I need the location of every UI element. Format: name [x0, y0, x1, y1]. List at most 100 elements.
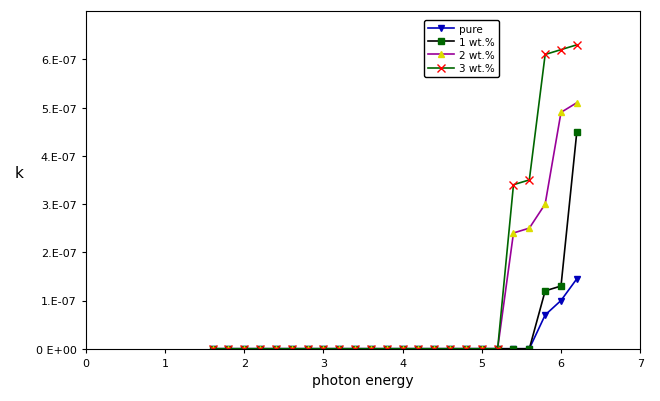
2 wt.% — [383, 346, 391, 351]
3 wt.% — [525, 178, 533, 183]
pure — [256, 346, 264, 351]
3 wt.% — [351, 346, 359, 351]
2 wt.% — [288, 346, 296, 351]
pure — [367, 346, 375, 351]
2 wt.% — [510, 231, 517, 236]
2 wt.% — [304, 346, 312, 351]
2 wt.% — [557, 111, 565, 115]
1 wt.% — [304, 346, 312, 351]
3 wt.% — [510, 183, 517, 188]
pure — [399, 346, 407, 351]
pure — [224, 346, 232, 351]
3 wt.% — [399, 346, 407, 351]
1 wt.% — [557, 284, 565, 289]
pure — [494, 346, 502, 351]
pure — [304, 346, 312, 351]
1 wt.% — [224, 346, 232, 351]
Y-axis label: k: k — [15, 166, 24, 180]
3 wt.% — [335, 346, 343, 351]
2 wt.% — [224, 346, 232, 351]
1 wt.% — [430, 346, 438, 351]
2 wt.% — [335, 346, 343, 351]
Line: 2 wt.%: 2 wt.% — [209, 100, 580, 352]
pure — [510, 346, 517, 351]
pure — [351, 346, 359, 351]
1 wt.% — [288, 346, 296, 351]
1 wt.% — [525, 346, 533, 351]
3 wt.% — [557, 48, 565, 53]
3 wt.% — [541, 53, 549, 58]
3 wt.% — [209, 346, 216, 351]
pure — [541, 313, 549, 318]
1 wt.% — [510, 346, 517, 351]
pure — [478, 346, 486, 351]
3 wt.% — [304, 346, 312, 351]
2 wt.% — [256, 346, 264, 351]
2 wt.% — [494, 346, 502, 351]
2 wt.% — [541, 202, 549, 207]
2 wt.% — [446, 346, 454, 351]
1 wt.% — [272, 346, 280, 351]
3 wt.% — [494, 346, 502, 351]
2 wt.% — [272, 346, 280, 351]
pure — [446, 346, 454, 351]
3 wt.% — [383, 346, 391, 351]
2 wt.% — [462, 346, 470, 351]
Line: 1 wt.%: 1 wt.% — [209, 129, 580, 352]
3 wt.% — [478, 346, 486, 351]
2 wt.% — [414, 346, 422, 351]
3 wt.% — [430, 346, 438, 351]
pure — [557, 298, 565, 303]
pure — [525, 346, 533, 351]
3 wt.% — [573, 43, 581, 48]
pure — [288, 346, 296, 351]
pure — [462, 346, 470, 351]
2 wt.% — [525, 226, 533, 231]
pure — [272, 346, 280, 351]
1 wt.% — [478, 346, 486, 351]
3 wt.% — [446, 346, 454, 351]
2 wt.% — [478, 346, 486, 351]
X-axis label: photon energy: photon energy — [312, 373, 414, 387]
2 wt.% — [399, 346, 407, 351]
1 wt.% — [383, 346, 391, 351]
pure — [319, 346, 327, 351]
3 wt.% — [414, 346, 422, 351]
3 wt.% — [319, 346, 327, 351]
1 wt.% — [335, 346, 343, 351]
1 wt.% — [414, 346, 422, 351]
pure — [573, 277, 581, 282]
pure — [430, 346, 438, 351]
3 wt.% — [367, 346, 375, 351]
1 wt.% — [367, 346, 375, 351]
Legend: pure, 1 wt.%, 2 wt.%, 3 wt.%: pure, 1 wt.%, 2 wt.%, 3 wt.% — [424, 20, 499, 78]
2 wt.% — [351, 346, 359, 351]
1 wt.% — [351, 346, 359, 351]
pure — [209, 346, 216, 351]
pure — [240, 346, 248, 351]
3 wt.% — [272, 346, 280, 351]
1 wt.% — [399, 346, 407, 351]
1 wt.% — [256, 346, 264, 351]
pure — [335, 346, 343, 351]
3 wt.% — [288, 346, 296, 351]
1 wt.% — [319, 346, 327, 351]
2 wt.% — [209, 346, 216, 351]
pure — [414, 346, 422, 351]
1 wt.% — [446, 346, 454, 351]
2 wt.% — [240, 346, 248, 351]
2 wt.% — [319, 346, 327, 351]
1 wt.% — [240, 346, 248, 351]
1 wt.% — [462, 346, 470, 351]
1 wt.% — [494, 346, 502, 351]
3 wt.% — [462, 346, 470, 351]
1 wt.% — [573, 130, 581, 135]
2 wt.% — [430, 346, 438, 351]
3 wt.% — [224, 346, 232, 351]
1 wt.% — [541, 289, 549, 294]
2 wt.% — [573, 101, 581, 106]
3 wt.% — [256, 346, 264, 351]
pure — [383, 346, 391, 351]
3 wt.% — [240, 346, 248, 351]
1 wt.% — [209, 346, 216, 351]
